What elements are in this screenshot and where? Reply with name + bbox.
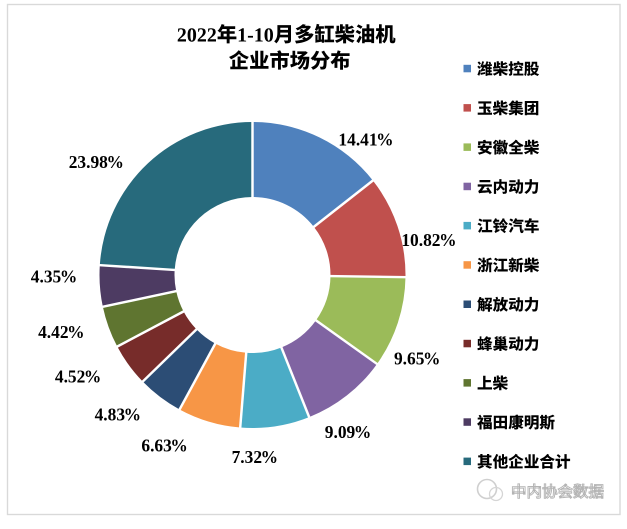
svg-text:23.98%: 23.98%	[69, 152, 124, 172]
svg-text:10.82%: 10.82%	[401, 230, 456, 250]
svg-text:4.83%: 4.83%	[95, 405, 141, 425]
svg-text:9.09%: 9.09%	[325, 422, 371, 442]
svg-text:4.52%: 4.52%	[55, 366, 101, 386]
svg-text:7.32%: 7.32%	[232, 447, 278, 467]
svg-text:4.42%: 4.42%	[38, 322, 84, 342]
svg-text:4.35%: 4.35%	[31, 267, 77, 287]
svg-text:6.63%: 6.63%	[141, 435, 187, 455]
svg-text:14.41%: 14.41%	[338, 129, 393, 149]
svg-text:9.65%: 9.65%	[394, 348, 440, 368]
